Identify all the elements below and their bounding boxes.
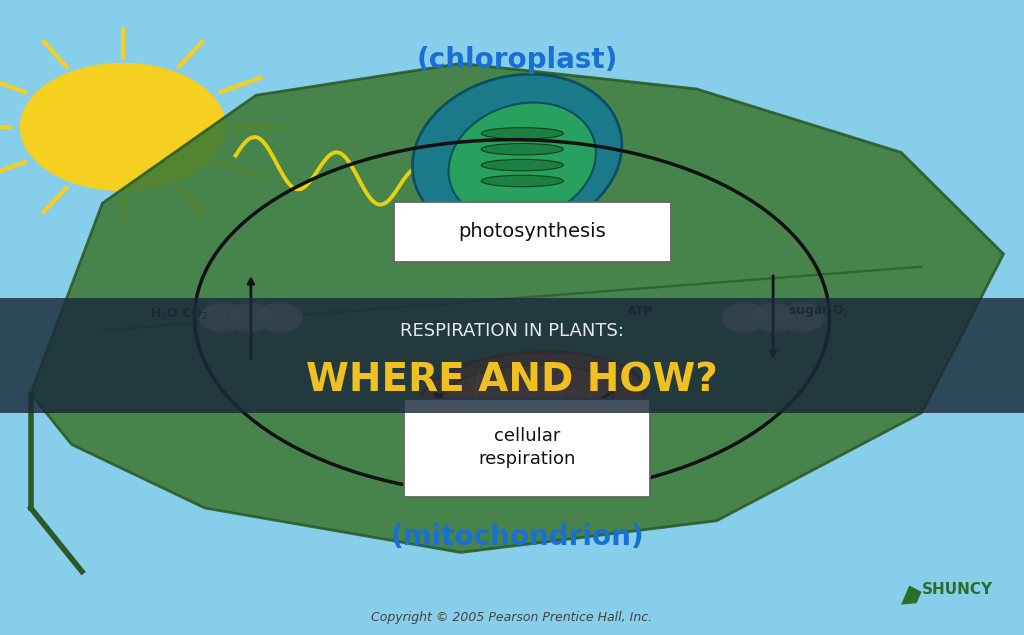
- Text: H$_2$O CO$_2$: H$_2$O CO$_2$: [151, 307, 208, 322]
- Circle shape: [256, 303, 303, 332]
- Circle shape: [227, 303, 274, 332]
- Ellipse shape: [481, 128, 563, 139]
- Text: ATP: ATP: [627, 305, 653, 318]
- Text: cellular
respiration: cellular respiration: [478, 427, 577, 469]
- Text: (chloroplast): (chloroplast): [417, 46, 617, 74]
- Text: sugar O$_2$: sugar O$_2$: [788, 303, 850, 319]
- Ellipse shape: [481, 159, 563, 171]
- Ellipse shape: [421, 352, 644, 442]
- Polygon shape: [901, 585, 922, 605]
- Ellipse shape: [441, 364, 613, 429]
- Bar: [0, 298, 1024, 413]
- Text: WHERE AND HOW?: WHERE AND HOW?: [306, 362, 718, 400]
- Circle shape: [20, 64, 225, 190]
- Ellipse shape: [481, 144, 563, 155]
- Circle shape: [778, 303, 825, 332]
- Ellipse shape: [449, 102, 596, 222]
- FancyBboxPatch shape: [404, 399, 650, 497]
- Ellipse shape: [413, 74, 622, 237]
- Circle shape: [199, 303, 246, 332]
- Text: photosynthesis: photosynthesis: [459, 222, 606, 241]
- Polygon shape: [31, 64, 1004, 552]
- Text: (mitochondrion): (mitochondrion): [390, 523, 644, 551]
- Ellipse shape: [481, 175, 563, 187]
- Text: Copyright © 2005 Pearson Prentice Hall, Inc.: Copyright © 2005 Pearson Prentice Hall, …: [372, 611, 652, 624]
- Text: SHUNCY: SHUNCY: [922, 582, 993, 597]
- Circle shape: [750, 303, 797, 332]
- FancyBboxPatch shape: [394, 202, 671, 262]
- Text: RESPIRATION IN PLANTS:: RESPIRATION IN PLANTS:: [400, 323, 624, 340]
- Circle shape: [721, 303, 768, 332]
